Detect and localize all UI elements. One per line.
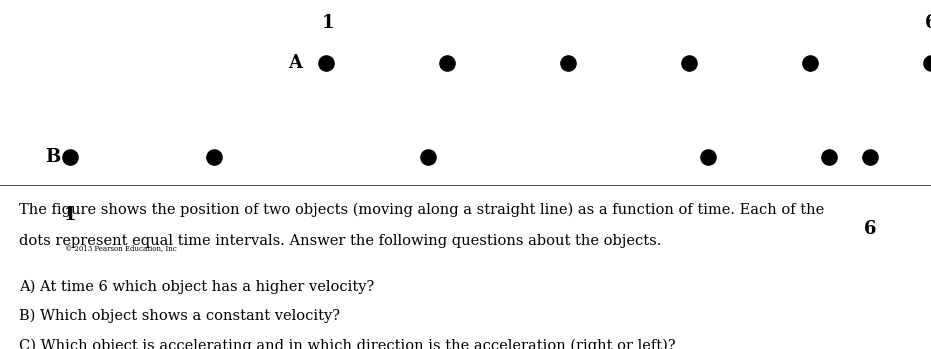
- Text: C) Which object is accelerating and in which direction is the acceleration (righ: C) Which object is accelerating and in w…: [19, 339, 675, 349]
- Point: [681, 60, 696, 66]
- Point: [924, 60, 931, 66]
- Text: 6: 6: [924, 14, 931, 32]
- Point: [803, 60, 817, 66]
- Text: © 2013 Pearson Education, Inc: © 2013 Pearson Education, Inc: [65, 244, 177, 252]
- Text: A: A: [289, 54, 303, 72]
- Text: 1: 1: [321, 14, 334, 32]
- Point: [821, 154, 836, 160]
- Text: A) At time 6 which object has a higher velocity?: A) At time 6 which object has a higher v…: [19, 279, 374, 294]
- Text: dots represent equal time intervals. Answer the following questions about the ob: dots represent equal time intervals. Ans…: [19, 234, 661, 248]
- Point: [318, 60, 333, 66]
- Text: 1: 1: [63, 206, 76, 224]
- Point: [863, 154, 878, 160]
- Point: [207, 154, 222, 160]
- Text: B) Which object shows a constant velocity?: B) Which object shows a constant velocit…: [19, 309, 340, 323]
- Point: [700, 154, 715, 160]
- Text: B: B: [46, 148, 61, 166]
- Text: The figure shows the position of two objects (moving along a straight line) as a: The figure shows the position of two obj…: [19, 202, 824, 217]
- Point: [560, 60, 575, 66]
- Point: [421, 154, 436, 160]
- Text: 6: 6: [864, 220, 877, 238]
- Point: [439, 60, 454, 66]
- Point: [62, 154, 77, 160]
